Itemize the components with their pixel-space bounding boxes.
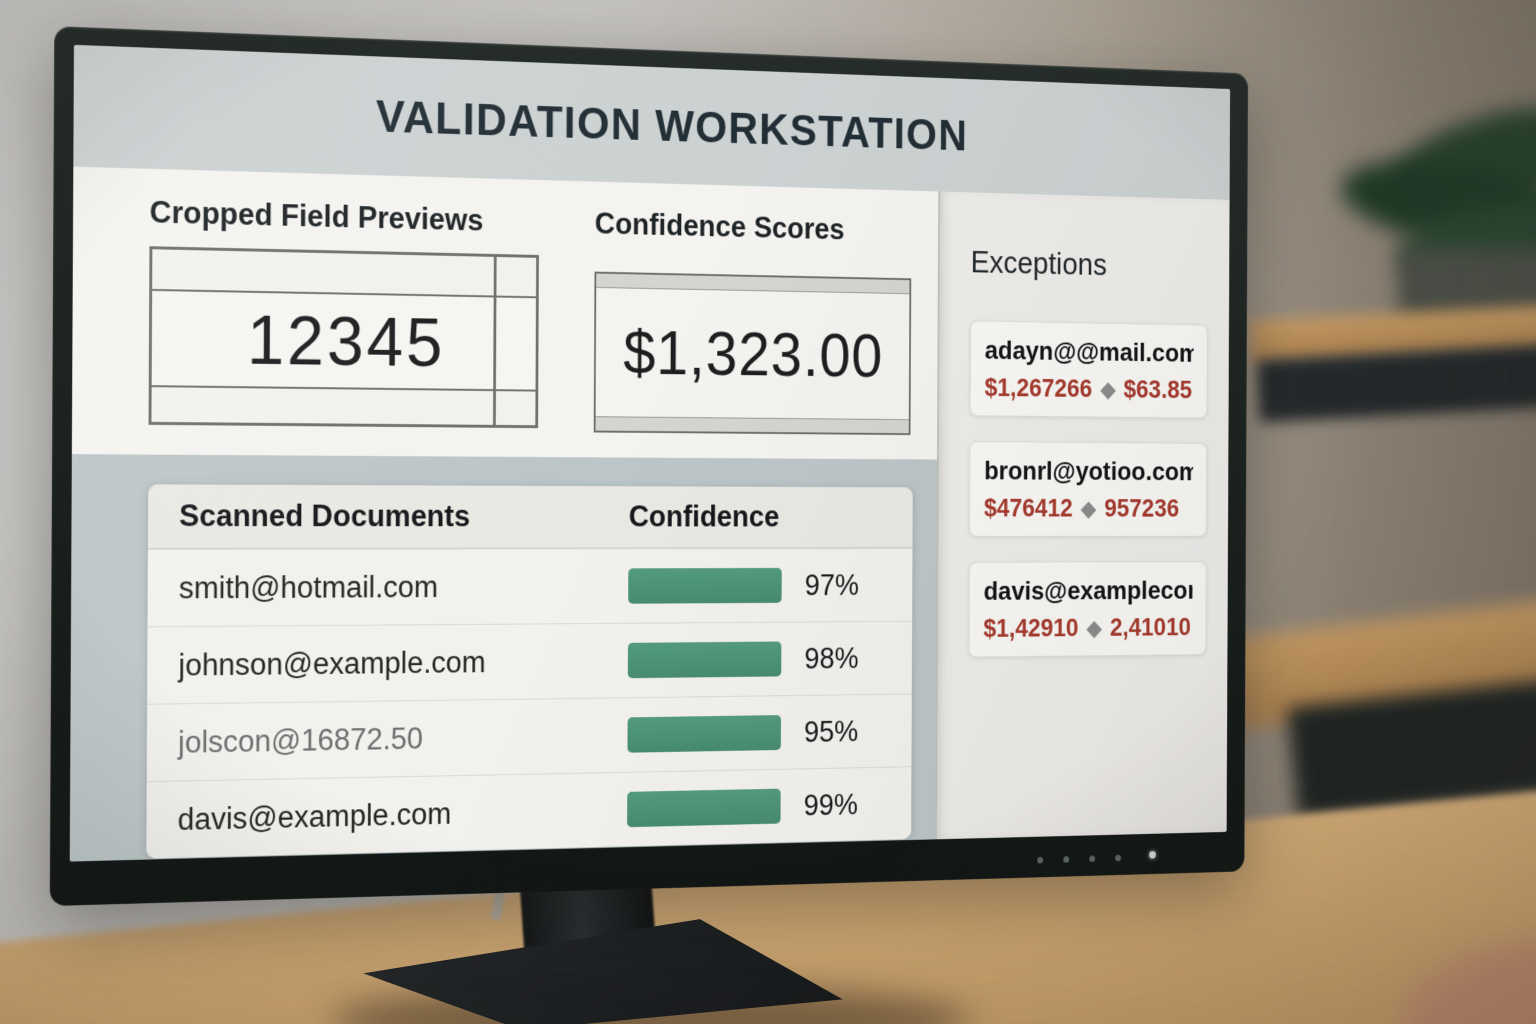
- monitor-buttons: [1037, 854, 1121, 864]
- monitor-button: [1037, 856, 1044, 864]
- column-header-scanned-documents: Scanned Documents: [179, 498, 471, 534]
- monitor-button: [1089, 855, 1096, 863]
- confidence-value: $1,323.00: [623, 318, 884, 390]
- previews-section: Cropped Field Previews 12345: [71, 166, 939, 460]
- diamond-icon: ◆: [1100, 376, 1116, 402]
- exception-card[interactable]: davis@examplecom $1,42910 ◆ 2,41010: [968, 561, 1207, 658]
- preview-crop-strip: [151, 385, 536, 426]
- monitor: VALIDATION WORKSTATION Cropped Field Pre…: [49, 26, 1249, 907]
- confidence-percent: 99%: [803, 787, 858, 822]
- diamond-icon: ◆: [1086, 615, 1102, 640]
- previews-heading: Cropped Field Previews: [149, 194, 484, 238]
- confidence-value-area: $1,323.00: [596, 288, 910, 419]
- screen: VALIDATION WORKSTATION Cropped Field Pre…: [69, 44, 1231, 862]
- confidence-percent: 95%: [803, 714, 859, 749]
- field-preview-box: 12345: [148, 246, 539, 429]
- column-header-confidence: Confidence: [628, 499, 780, 534]
- confidence-bar: [628, 641, 782, 679]
- exceptions-panel: Exceptions adayn@@mail.com $1,267266 ◆ $…: [935, 191, 1230, 840]
- row-confidence-cell: 95%: [627, 714, 885, 753]
- exception-value-right: 2,41010: [1109, 613, 1191, 642]
- confidence-value-box: $1,323.00: [593, 271, 912, 436]
- row-confidence-cell: 98%: [628, 641, 885, 679]
- row-document: davis@example.com: [177, 796, 452, 837]
- exception-email: bronrl@yotioo.com: [984, 456, 1194, 486]
- page-title: VALIDATION WORKSTATION: [375, 90, 969, 160]
- preview-crop-strip: [152, 249, 537, 299]
- exception-value-right: $63.85: [1123, 375, 1193, 404]
- field-preview-value: 12345: [246, 301, 446, 381]
- power-led: [1149, 851, 1156, 859]
- row-confidence-cell: 99%: [627, 786, 884, 828]
- cropped-previews-column: Cropped Field Previews 12345: [148, 195, 542, 457]
- row-confidence-cell: 97%: [628, 567, 885, 604]
- diamond-icon: ◆: [1081, 496, 1097, 521]
- exception-card[interactable]: adayn@@mail.com $1,267266 ◆ $63.85: [969, 320, 1208, 419]
- table-row[interactable]: smith@hotmail.com 97%: [147, 547, 913, 627]
- exception-values: $1,42910 ◆ 2,41010: [983, 613, 1192, 643]
- confidence-bar: [628, 567, 782, 604]
- validation-workstation-app: VALIDATION WORKSTATION Cropped Field Pre…: [69, 44, 1231, 862]
- exception-value-left: $1,42910: [983, 614, 1079, 643]
- confidence-bar: [627, 788, 781, 828]
- main-column: Cropped Field Previews 12345: [69, 166, 939, 862]
- preview-value-area: 12345: [152, 291, 536, 390]
- row-document: jolscon@16872.50: [177, 720, 424, 760]
- exception-email: davis@examplecom: [983, 575, 1193, 606]
- monitor-button: [1063, 856, 1070, 863]
- exception-value-left: $1,267266: [984, 373, 1093, 403]
- exception-values: $476412 ◆ 957236: [984, 494, 1193, 523]
- scanned-documents-table: Scanned Documents Confidence smith@hotma…: [146, 484, 914, 859]
- exception-value-left: $476412: [983, 494, 1073, 523]
- confidence-scores-column: Confidence Scores $1,323.00: [593, 206, 918, 459]
- content-area: Cropped Field Previews 12345: [69, 166, 1230, 862]
- table-header: Scanned Documents Confidence: [147, 484, 914, 549]
- exception-card[interactable]: bronrl@yotioo.com $476412 ◆ 957236: [969, 441, 1208, 537]
- exception-values: $1,267266 ◆ $63.85: [984, 374, 1193, 405]
- confidence-percent: 97%: [804, 568, 859, 602]
- confidence-scores-heading: Confidence Scores: [594, 206, 845, 246]
- monitor-button: [1115, 854, 1121, 862]
- row-document: johnson@example.com: [178, 644, 486, 683]
- exceptions-heading: Exceptions: [970, 244, 1107, 282]
- table-row[interactable]: johnson@example.com 98%: [147, 620, 913, 704]
- confidence-bar: [627, 715, 782, 753]
- row-document: smith@hotmail.com: [178, 569, 439, 605]
- exception-value-right: 957236: [1104, 494, 1180, 523]
- exception-email: adayn@@mail.com: [984, 335, 1194, 368]
- preview-crop-strip: [595, 416, 909, 434]
- table-section: Scanned Documents Confidence smith@hotma…: [69, 454, 938, 862]
- confidence-percent: 98%: [804, 641, 859, 675]
